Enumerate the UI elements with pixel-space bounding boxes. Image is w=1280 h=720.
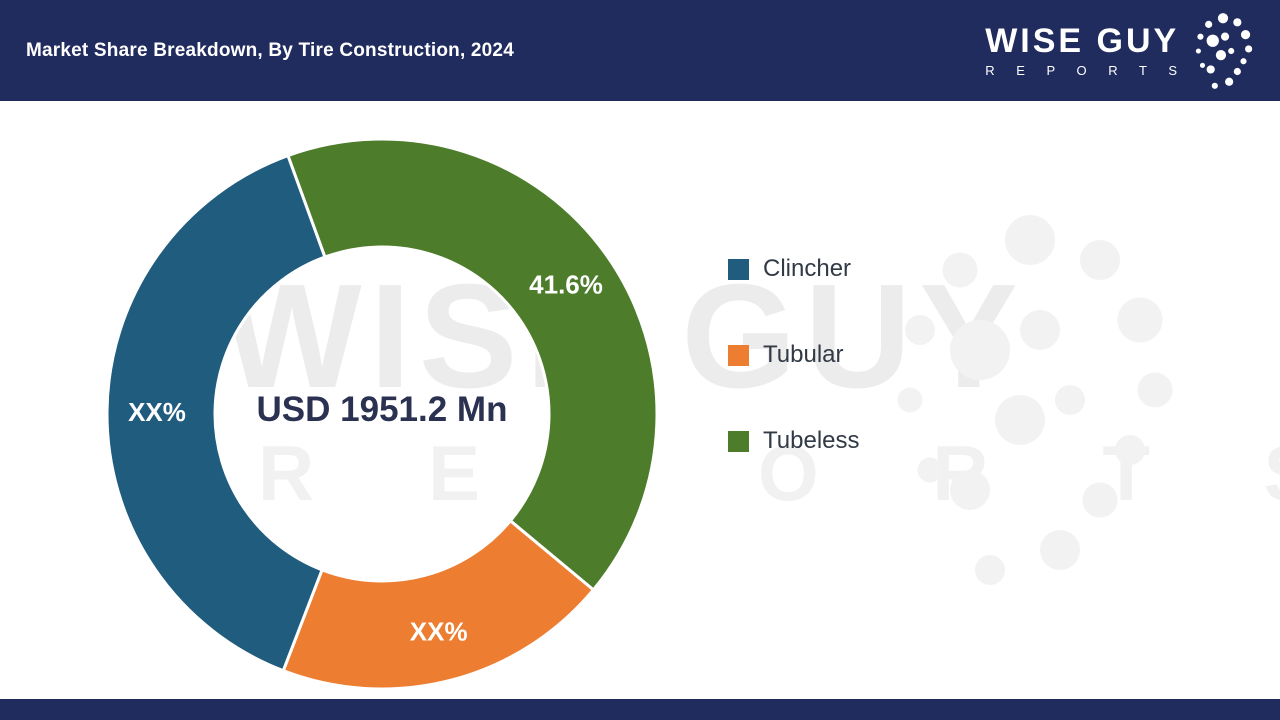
logo-text-line1: WISE GUY xyxy=(985,22,1180,60)
slice-label-tubeless: 41.6% xyxy=(529,270,603,300)
donut-chart: 41.6% XX% XX% xyxy=(102,134,662,694)
legend-label-tubeless: Tubeless xyxy=(763,427,860,454)
footer-bar xyxy=(0,699,1280,720)
legend-swatch-tubular-icon xyxy=(728,344,749,366)
legend-swatch-clincher-icon xyxy=(728,258,749,280)
legend-item-clincher[interactable]: Clincher xyxy=(728,255,860,283)
legend-label-tubular: Tubular xyxy=(763,341,844,368)
legend-label-clincher: Clincher xyxy=(763,255,852,282)
chart-legend: Clincher Tubular Tubeless xyxy=(728,255,860,455)
slice-label-tubular: XX% xyxy=(410,617,468,647)
header-bar: Market Share Breakdown, By Tire Construc… xyxy=(0,0,1280,101)
wiseguy-logo: WISE GUY R E P O R T S xyxy=(985,10,1254,92)
watermark-head-icon xyxy=(897,215,1173,585)
legend-item-tubeless[interactable]: Tubeless xyxy=(728,427,860,455)
legend-swatch-tubeless-icon xyxy=(728,430,749,452)
donut-segment-tubular[interactable] xyxy=(281,519,595,691)
wiseguy-logo-head-icon xyxy=(1195,12,1253,89)
donut-center-value: USD 1951.2 Mn xyxy=(256,390,508,429)
donut-segment-clincher[interactable] xyxy=(105,154,327,673)
logo-text-line2: R E P O R T S xyxy=(985,63,1186,78)
slice-label-clincher: XX% xyxy=(128,397,186,427)
donut-segment-tubeless[interactable] xyxy=(286,137,659,592)
legend-item-tubular[interactable]: Tubular xyxy=(728,341,860,369)
page-title: Market Share Breakdown, By Tire Construc… xyxy=(26,39,514,61)
